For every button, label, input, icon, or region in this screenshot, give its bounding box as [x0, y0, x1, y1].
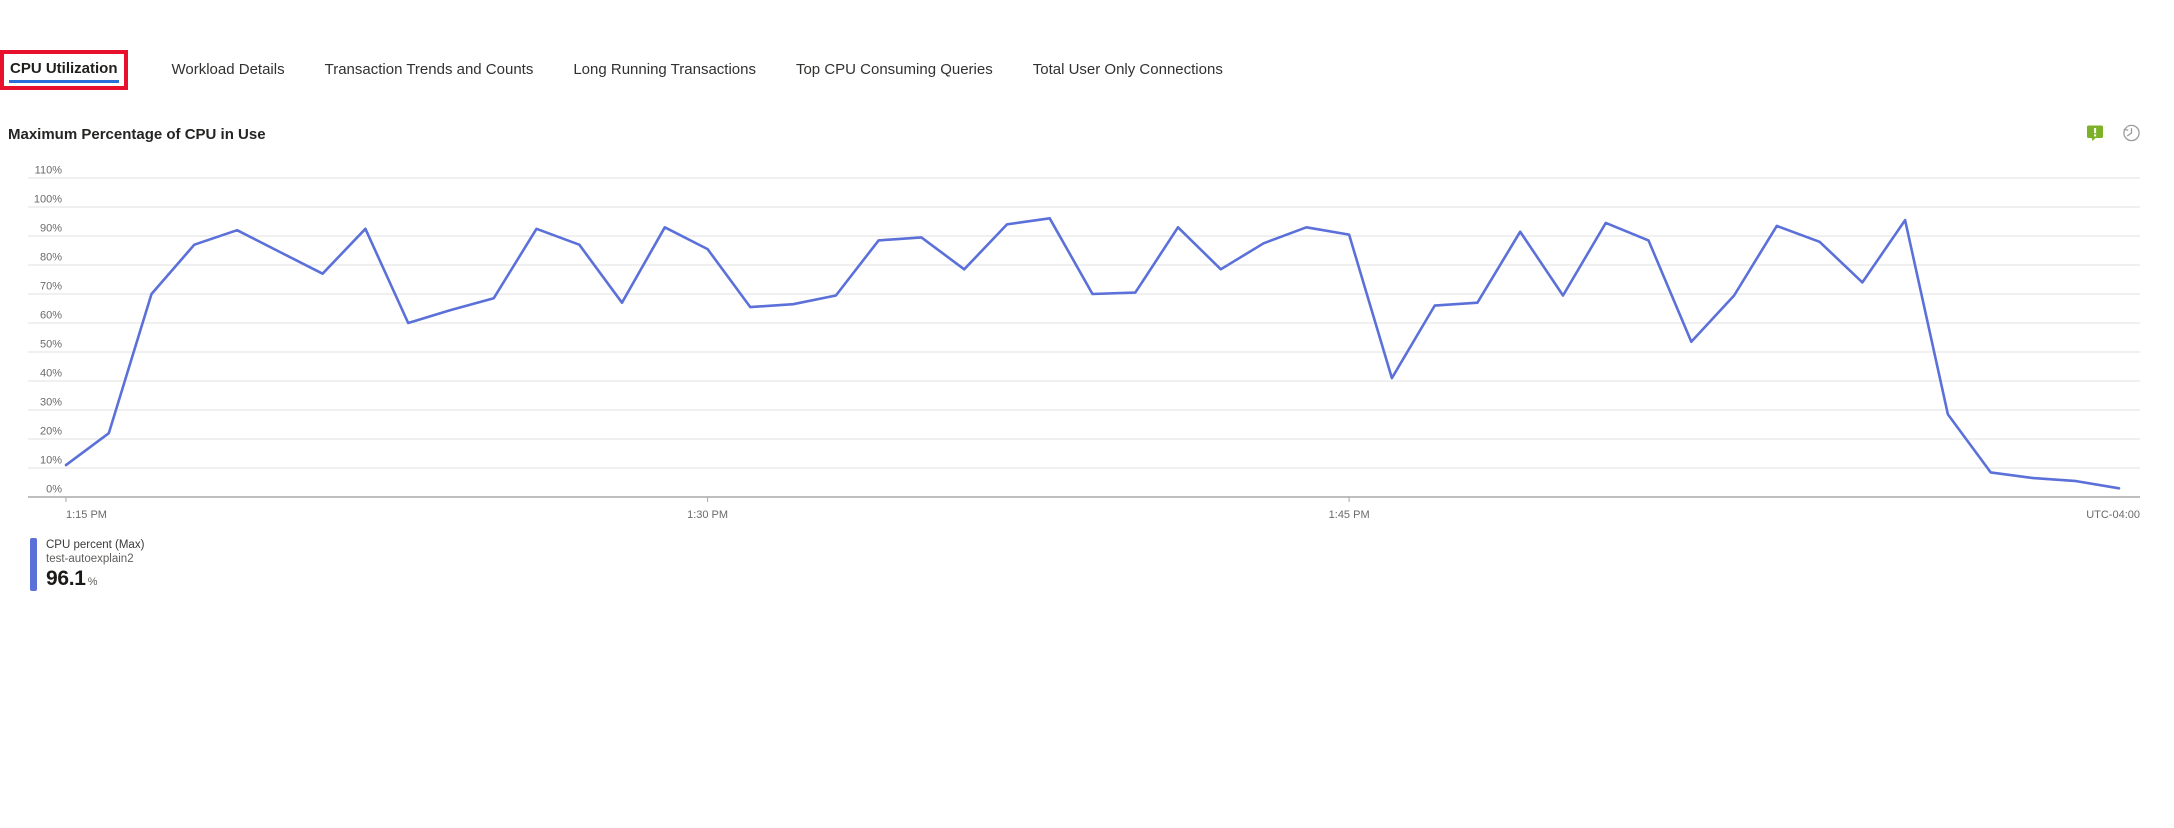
y-tick-label: 20%	[40, 426, 62, 438]
timezone-label: UTC-04:00	[2086, 509, 2140, 521]
chart-header-icons	[2086, 122, 2142, 143]
tab-label: Top CPU Consuming Queries	[795, 60, 993, 78]
legend-color-bar	[30, 538, 37, 591]
y-tick-label: 80%	[40, 252, 62, 264]
y-tick-label: 0%	[46, 484, 62, 496]
tab-label: Total User Only Connections	[1032, 60, 1223, 78]
x-tick-label: 1:45 PM	[1329, 509, 1370, 521]
cpu-percent-line-series[interactable]	[64, 216, 2121, 490]
y-tick-label: 50%	[40, 339, 62, 351]
pivot-tab-bar: CPU Utilization Workload Details Transac…	[0, 50, 1263, 90]
chart-title: Maximum Percentage of CPU in Use	[8, 126, 266, 143]
legend-value-row: 96.1 %	[46, 567, 144, 591]
tab-workload-details[interactable]: Workload Details	[172, 51, 285, 90]
tab-total-user-only-connections[interactable]: Total User Only Connections	[1033, 51, 1223, 90]
cpu-utilization-line-chart[interactable]: 110% 100% 90% 80% 70% 60% 50% 40% 30% 20% 10% 0% 1:1…	[0, 160, 2174, 535]
legend-series-label: CPU percent (Max)	[46, 539, 145, 551]
legend-resource-name: test-autoexplain2	[46, 553, 134, 565]
legend-unit: %	[87, 576, 98, 588]
tab-long-running-transactions[interactable]: Long Running Transactions	[573, 51, 756, 90]
y-tick-label: 60%	[40, 310, 62, 322]
legend-cpu-percent[interactable]: CPU percent (Max) test-autoexplain2 96.1…	[30, 538, 144, 591]
y-tick-label: 40%	[40, 368, 62, 380]
y-tick-label: 110%	[35, 165, 63, 177]
feedback-icon[interactable]	[2086, 124, 2104, 142]
tab-label: CPU Utilization	[10, 60, 118, 77]
x-tick-label: 1:15 PM	[66, 509, 107, 521]
tab-label: Workload Details	[171, 60, 285, 78]
tab-transaction-trends-and-counts[interactable]: Transaction Trends and Counts	[325, 51, 534, 90]
x-tick-label: 1:30 PM	[687, 509, 728, 521]
tab-cpu-utilization[interactable]: CPU Utilization	[0, 50, 128, 90]
legend-max-value: 96.1	[46, 567, 86, 590]
y-tick-label: 90%	[40, 223, 62, 235]
tab-label: Long Running Transactions	[573, 60, 756, 78]
y-tick-label: 10%	[40, 455, 62, 467]
tab-top-cpu-consuming-queries[interactable]: Top CPU Consuming Queries	[796, 51, 993, 90]
y-tick-label: 100%	[34, 194, 62, 206]
y-tick-label: 70%	[40, 281, 62, 293]
history-clock-icon[interactable]	[2121, 122, 2142, 143]
tab-label: Transaction Trends and Counts	[324, 60, 534, 78]
y-tick-label: 30%	[40, 397, 62, 409]
selected-tab-underline	[9, 80, 119, 83]
